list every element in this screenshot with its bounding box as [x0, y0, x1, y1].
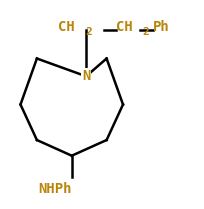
Text: Ph: Ph — [152, 20, 169, 34]
Text: N: N — [82, 69, 90, 83]
Text: CH: CH — [58, 20, 75, 34]
Text: 2: 2 — [85, 27, 91, 37]
Text: 2: 2 — [142, 27, 149, 37]
Text: CH: CH — [115, 20, 132, 34]
Text: NHPh: NHPh — [38, 182, 71, 196]
